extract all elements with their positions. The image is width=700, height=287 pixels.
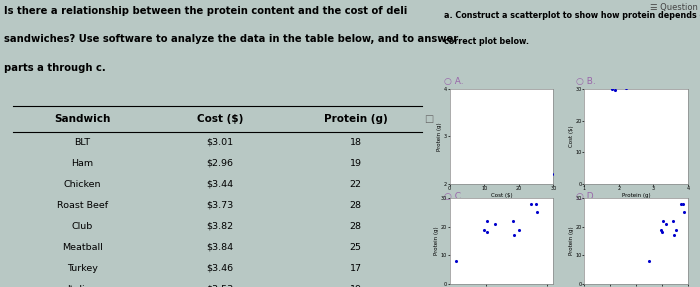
Text: $3.73: $3.73 [206,201,234,210]
Point [678,210,690,215]
Text: $3.44: $3.44 [206,180,234,189]
Point [631,60,642,65]
Point [564,196,575,200]
Point [566,186,578,191]
Point [670,227,681,232]
Point [548,191,559,195]
Point [451,259,462,263]
Text: 19: 19 [349,285,362,287]
Text: $2.96: $2.96 [206,159,234,168]
Text: Is there a relationship between the protein content and the cost of deli: Is there a relationship between the prot… [4,6,407,16]
Point [657,230,668,235]
Point [525,201,536,206]
Text: Sandwich: Sandwich [54,114,111,124]
Text: Roast Beef: Roast Beef [57,201,108,210]
Point [573,144,584,148]
Point [577,158,588,162]
Point [655,227,666,232]
Text: a. Construct a scatterplot to show how protein depends on cost. Choo: a. Construct a scatterplot to show how p… [444,11,700,20]
Point [531,201,542,206]
Point [678,201,689,206]
Text: 18: 18 [349,138,362,147]
Y-axis label: Cost ($): Cost ($) [569,125,574,147]
Text: Meatball: Meatball [62,243,103,252]
Point [482,219,493,223]
Text: $3.84: $3.84 [206,243,234,252]
Point [620,73,631,77]
Text: 28: 28 [349,222,362,231]
X-axis label: Protein (g): Protein (g) [622,193,650,198]
Point [513,227,524,232]
Point [509,233,520,238]
Point [620,86,631,91]
Text: ○ A.: ○ A. [444,77,463,86]
Point [668,233,680,238]
Text: BLT: BLT [74,138,90,147]
Point [606,86,617,91]
Text: Turkey: Turkey [66,264,98,273]
Text: ○ C.: ○ C. [444,192,463,201]
Point [641,61,652,65]
Text: 17: 17 [349,264,362,273]
Text: 22: 22 [349,180,362,189]
Point [617,82,628,87]
Point [676,201,687,206]
Text: □: □ [424,114,434,124]
Point [644,259,655,263]
Text: 28: 28 [349,201,362,210]
Point [660,222,671,226]
Text: $3.46: $3.46 [206,264,234,273]
Text: Cost ($): Cost ($) [197,114,243,124]
Point [572,102,583,107]
Text: $3.82: $3.82 [206,222,234,231]
X-axis label: Cost ($): Cost ($) [491,193,512,198]
Point [641,64,652,68]
Text: Ham: Ham [71,159,93,168]
Point [610,88,621,92]
Text: parts a through c.: parts a through c. [4,63,106,73]
Text: Club: Club [71,222,93,231]
Point [553,177,564,181]
Text: $3.01: $3.01 [206,138,234,147]
Point [576,144,587,148]
Point [531,238,542,243]
Text: 19: 19 [349,159,362,168]
Point [508,219,519,223]
Point [548,172,559,177]
Text: Italian: Italian [67,285,97,287]
Text: ○ B.: ○ B. [575,77,596,86]
Point [657,219,668,223]
Point [610,70,621,75]
Text: ○ D.: ○ D. [575,192,596,201]
Y-axis label: Protein (g): Protein (g) [438,122,442,151]
Y-axis label: Protein (g): Protein (g) [569,227,574,255]
Point [563,172,574,177]
Text: correct plot below.: correct plot below. [444,37,528,46]
Text: Protein (g): Protein (g) [323,114,388,124]
Y-axis label: Protein (g): Protein (g) [434,227,440,255]
Point [490,222,501,226]
Text: $3.53: $3.53 [206,285,234,287]
Text: ☰ Question: ☰ Question [650,3,697,12]
Point [478,227,489,232]
Point [532,210,543,215]
Text: 25: 25 [349,243,362,252]
Text: sandwiches? Use software to analyze the data in the table below, and to answer: sandwiches? Use software to analyze the … [4,34,458,44]
Point [668,219,679,223]
Point [482,230,493,235]
Text: Chicken: Chicken [64,180,101,189]
Point [546,186,557,191]
Point [603,72,614,77]
